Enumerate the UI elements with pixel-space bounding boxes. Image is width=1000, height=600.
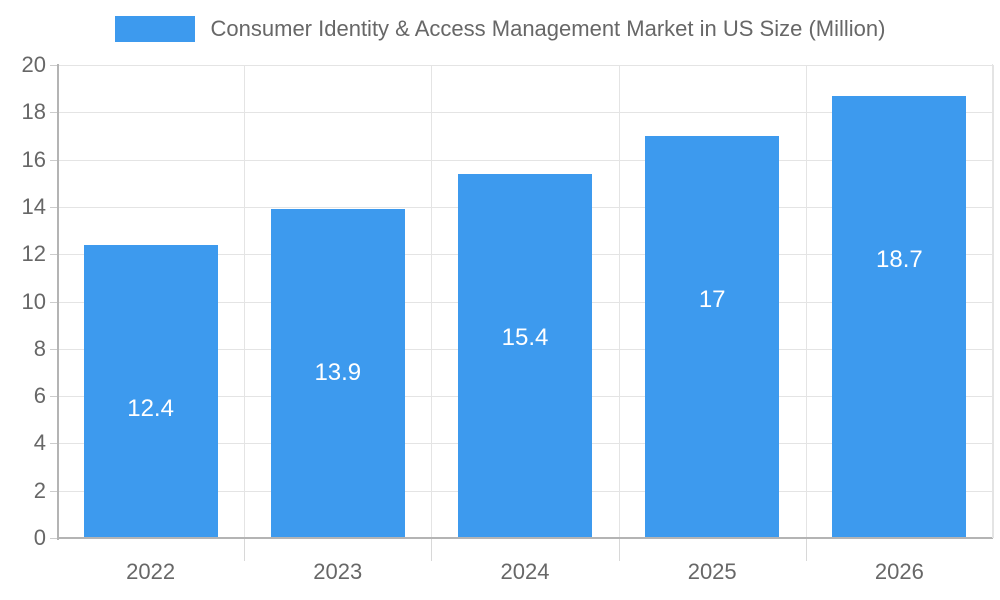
gridline-horizontal	[57, 65, 993, 66]
x-axis-tick-label: 2024	[500, 559, 550, 584]
legend-item-label: Consumer Identity & Access Management Ma…	[210, 16, 886, 41]
bar-value-label: 15.4	[501, 323, 549, 351]
y-axis-tick-mark	[50, 112, 57, 114]
gridline-vertical	[618, 65, 620, 538]
y-axis-tick-label: 0	[33, 525, 46, 550]
bar-value-label: 18.7	[876, 245, 923, 273]
y-axis-tick-label: 4	[33, 430, 46, 456]
gridline-vertical	[431, 65, 433, 538]
y-axis-tick-label: 16	[21, 146, 46, 172]
legend-color-swatch-icon	[114, 16, 195, 42]
gridline-vertical	[805, 65, 807, 538]
y-axis-tick-mark	[50, 538, 57, 539]
chart-legend: Consumer Identity & Access Management Ma…	[0, 0, 1000, 58]
gridline-horizontal	[57, 159, 993, 161]
bar[interactable]: 13.9	[270, 209, 405, 538]
bar-value-label: 17	[698, 285, 726, 313]
y-axis-tick-label: 12	[21, 241, 46, 267]
y-axis-tick-mark	[50, 396, 57, 398]
x-axis-tick-label: 2025	[687, 559, 737, 584]
y-axis-tick-label: 18	[21, 99, 46, 125]
gridline-horizontal	[57, 112, 993, 114]
bar[interactable]: 15.4	[458, 173, 592, 538]
y-axis-tick-label: 8	[33, 335, 46, 361]
y-axis-tick-mark	[50, 65, 57, 66]
y-axis-tick-label: 14	[21, 193, 46, 219]
x-axis-tick-mark	[805, 539, 807, 561]
y-axis-tick-label: 6	[33, 383, 46, 409]
y-axis-line	[57, 64, 59, 540]
x-axis-tick-label: 2026	[874, 559, 924, 584]
bar[interactable]: 12.4	[83, 244, 218, 538]
gridline-vertical	[244, 65, 246, 538]
y-axis-tick-label: 10	[21, 288, 46, 314]
x-axis-tick-mark	[618, 539, 620, 561]
bar[interactable]: 17	[645, 135, 780, 538]
bar-value-label: 12.4	[127, 394, 174, 422]
plot-right-border	[992, 64, 993, 538]
y-axis-tick-mark	[50, 443, 57, 445]
y-axis-tick-mark	[50, 301, 57, 303]
x-axis-tick-mark	[431, 539, 433, 561]
gridline-vertical	[993, 65, 994, 538]
x-axis-line	[57, 537, 993, 539]
x-axis-tick-label: 2022	[126, 559, 176, 584]
y-axis-tick-mark	[50, 348, 57, 350]
x-axis-tick-mark	[244, 539, 246, 561]
bar-value-label: 13.9	[314, 359, 362, 387]
y-axis-tick-label: 2	[33, 477, 46, 503]
y-axis-tick-mark	[50, 159, 57, 161]
y-axis-tick-label: 20	[21, 52, 46, 77]
legend-item-market-size[interactable]: Consumer Identity & Access Management Ma…	[114, 16, 886, 42]
x-axis-tick-label: 2023	[313, 559, 363, 584]
y-axis-tick-mark	[50, 254, 57, 256]
bar[interactable]: 18.7	[832, 95, 967, 538]
y-axis-tick-mark	[50, 490, 57, 492]
y-axis-tick-mark	[50, 206, 57, 208]
plot-area: 12.4 13.9 15.4 17 18.7	[57, 65, 994, 539]
